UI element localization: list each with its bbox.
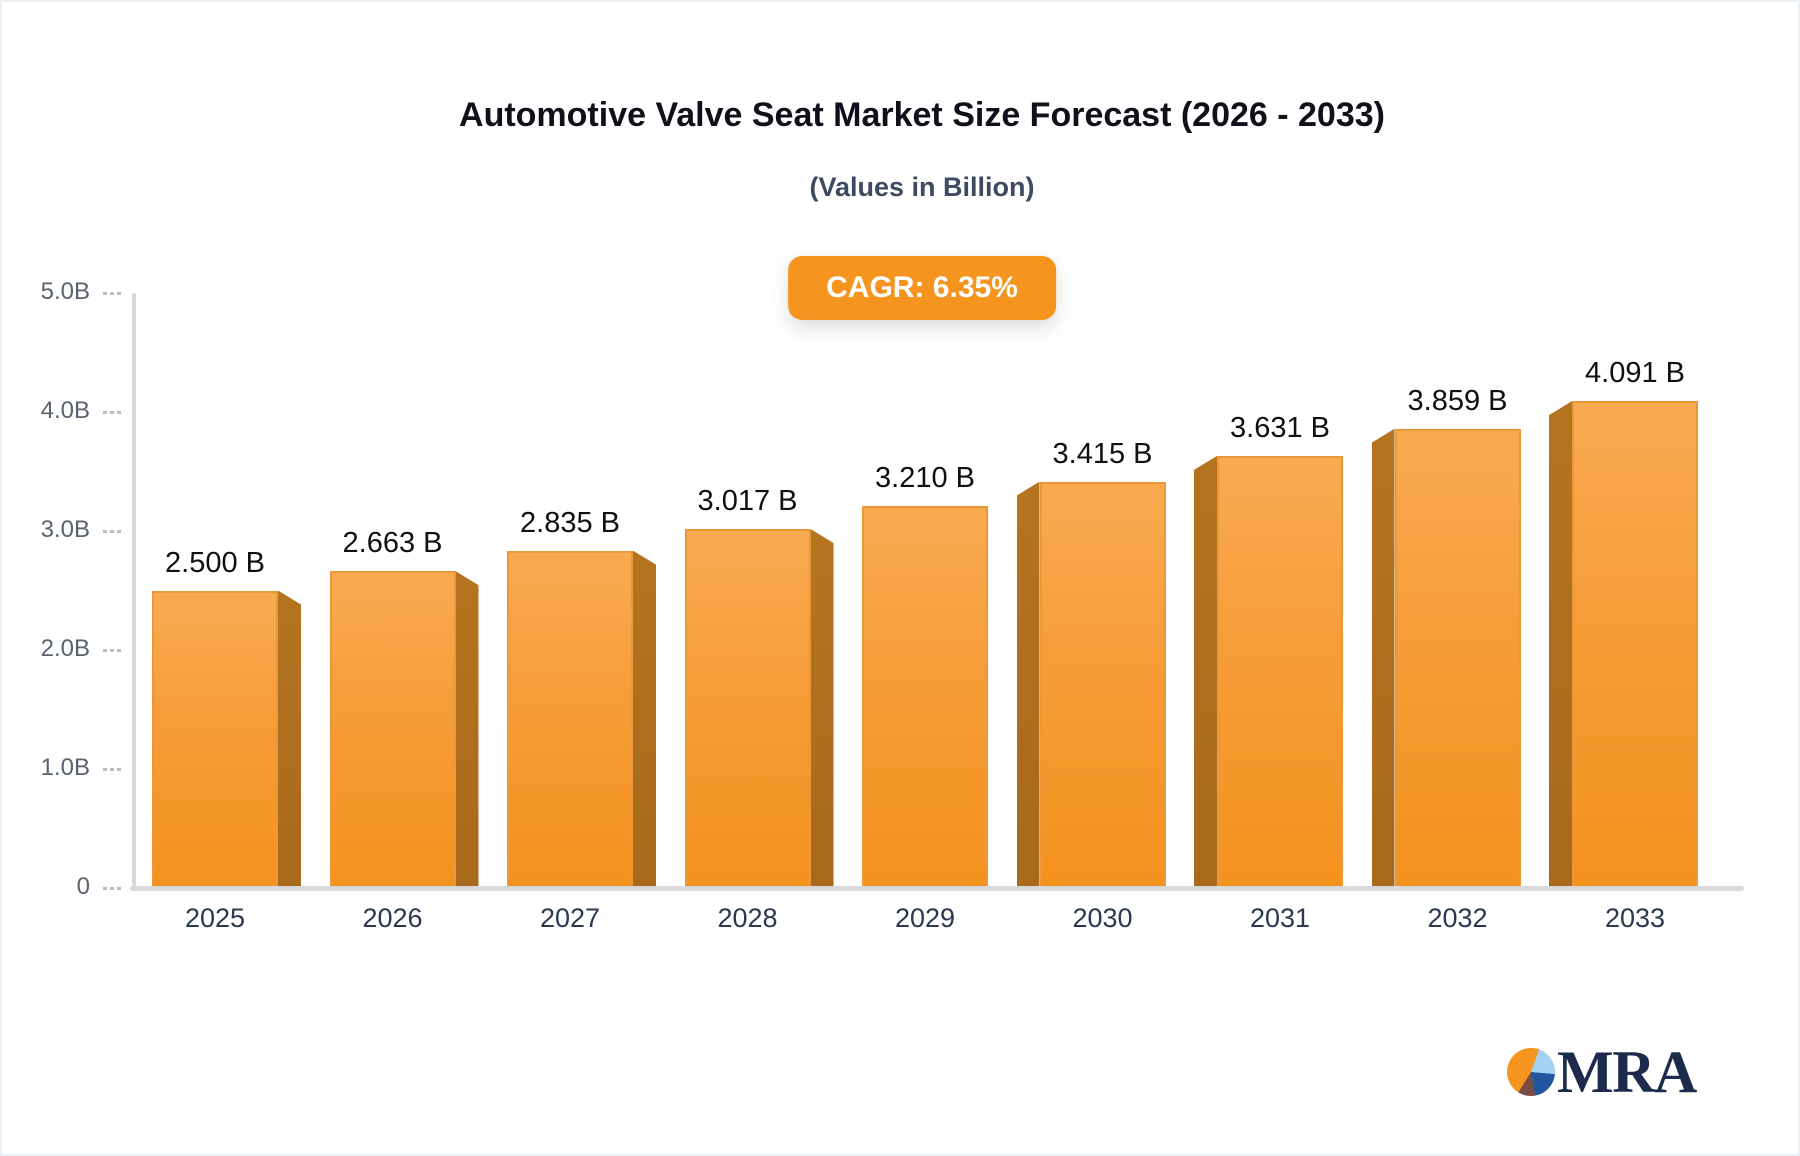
y-axis-tick-label: 1.0B (40, 754, 90, 781)
bar-3d-side (810, 528, 834, 888)
bar-value-label: 3.210 B (875, 462, 975, 494)
bar-value-label: 2.500 B (165, 546, 265, 579)
mra-logo: MRA (1507, 1039, 1697, 1105)
bar-value-label: 3.017 B (697, 484, 798, 517)
x-axis-tick-label: 2028 (717, 903, 778, 933)
bar-3d-side (633, 550, 656, 888)
x-axis-tick-label: 2026 (362, 903, 423, 933)
x-axis-tick-label: 2029 (894, 903, 956, 933)
bar-3d-side (1549, 401, 1572, 888)
y-axis-tick-mark (103, 530, 121, 533)
bar-value-label: 2.835 B (520, 506, 620, 539)
x-axis-baseline (130, 886, 1744, 891)
y-axis-tick-mark (103, 292, 121, 295)
y-axis-tick-mark (103, 887, 121, 890)
bar (507, 550, 633, 888)
bar-value-label: 4.091 B (1585, 357, 1685, 390)
bar-value-label: 3.859 B (1407, 384, 1508, 417)
chart-subtitle: (Values in Billion) (809, 172, 1035, 202)
y-axis-tick-label: 5.0B (40, 278, 90, 305)
x-axis-tick-label: 2033 (1604, 903, 1666, 933)
bar (684, 528, 811, 888)
x-axis-tick-label: 2030 (1072, 903, 1133, 933)
logo-text: MRA (1557, 1039, 1697, 1105)
bar (1394, 428, 1521, 888)
bar-3d-side (455, 571, 479, 888)
x-axis-tick-label: 2032 (1427, 903, 1488, 933)
bar (152, 590, 278, 888)
bar-3d-side (278, 590, 301, 888)
y-axis-tick-mark (103, 768, 121, 771)
y-axis-tick-mark (103, 649, 121, 652)
bar (1572, 401, 1698, 888)
x-axis-tick-label: 2027 (539, 903, 601, 933)
bar (1039, 481, 1166, 888)
x-axis-tick-label: 2025 (184, 903, 246, 933)
bar (329, 571, 456, 888)
x-axis-tick-label: 2031 (1249, 903, 1311, 933)
cagr-badge: CAGR: 6.35% (788, 256, 1056, 320)
y-axis-tick-mark (103, 411, 121, 414)
bar-value-label: 3.631 B (1230, 411, 1330, 444)
y-axis-tick-label: 4.0B (40, 397, 90, 424)
chart-title: Automotive Valve Seat Market Size Foreca… (459, 96, 1385, 134)
pie-chart-logo-icon (1507, 1048, 1555, 1096)
y-axis-line (132, 293, 136, 888)
bar (1217, 455, 1343, 888)
y-axis-tick-label: 0 (76, 873, 90, 900)
bar-value-label: 2.663 B (342, 527, 443, 560)
y-axis-tick-label: 2.0B (40, 635, 90, 662)
bar-3d-side (1371, 428, 1395, 888)
bar-value-label: 3.415 B (1052, 437, 1153, 470)
bar-3d-side (1194, 455, 1217, 888)
y-axis-tick-label: 3.0B (40, 516, 90, 543)
bar (862, 506, 988, 888)
bar-3d-side (1016, 481, 1040, 888)
